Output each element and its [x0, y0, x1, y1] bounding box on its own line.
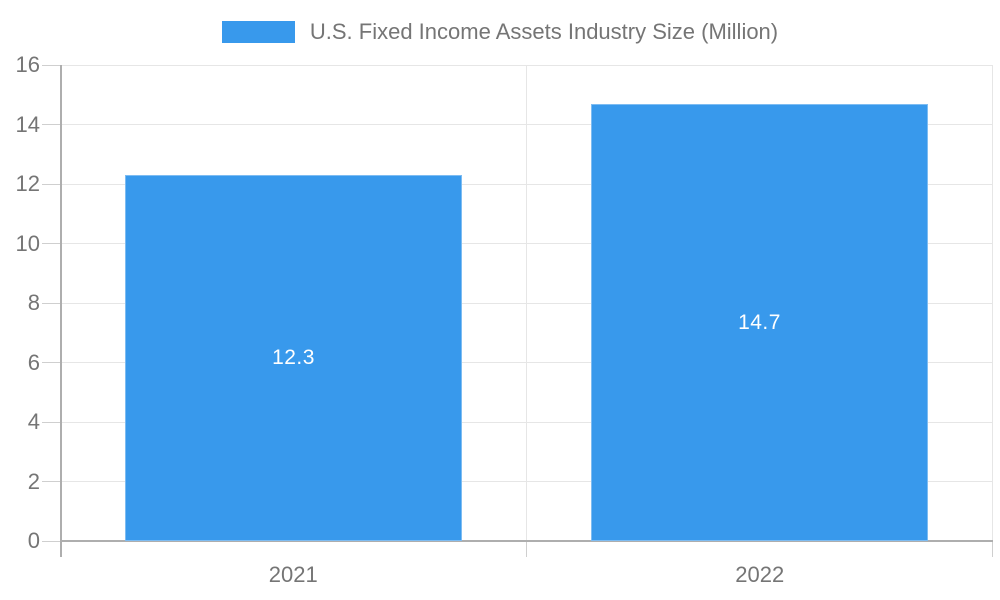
x-axis-tick — [992, 541, 993, 557]
x-axis-tick — [526, 541, 527, 557]
bar-2021[interactable]: 12.3 — [125, 175, 462, 541]
y-axis-line — [60, 65, 62, 557]
chart-legend[interactable]: U.S. Fixed Income Assets Industry Size (… — [0, 19, 1000, 45]
x-axis-line — [60, 540, 993, 542]
y-axis-tick — [42, 124, 60, 125]
y-tick-label: 14 — [15, 111, 40, 137]
legend-series-label: U.S. Fixed Income Assets Industry Size (… — [309, 19, 779, 44]
y-axis-tick — [42, 64, 60, 66]
plot-area: 12.3 14.7 — [42, 64, 993, 557]
y-axis-tick — [42, 243, 60, 244]
y-tick-label: 0 — [27, 528, 40, 553]
y-axis-tick — [42, 362, 60, 363]
legend-color-swatch — [221, 21, 295, 43]
y-tick-label: 8 — [27, 290, 40, 315]
bar-2022[interactable]: 14.7 — [591, 104, 928, 541]
y-axis-tick — [42, 302, 60, 304]
bar-value-label: 12.3 — [272, 346, 315, 369]
y-axis-tick — [42, 183, 60, 185]
y-tick-label: 10 — [15, 230, 40, 256]
y-tick-label: 16 — [15, 52, 40, 77]
y-tick-label: 4 — [27, 409, 40, 434]
bar-value-label: 14.7 — [738, 310, 781, 334]
y-tick-label: 2 — [27, 468, 40, 494]
y-axis-tick — [42, 481, 60, 482]
y-axis-tick — [42, 421, 60, 423]
x-tick-label: 2021 — [268, 562, 318, 587]
category-boundary-gridline — [526, 65, 527, 541]
y-axis-tick — [42, 540, 60, 542]
category-boundary-gridline — [992, 65, 993, 541]
x-tick-label: 2022 — [735, 562, 785, 587]
y-tick-label: 12 — [15, 171, 40, 196]
y-tick-label: 6 — [27, 349, 40, 375]
